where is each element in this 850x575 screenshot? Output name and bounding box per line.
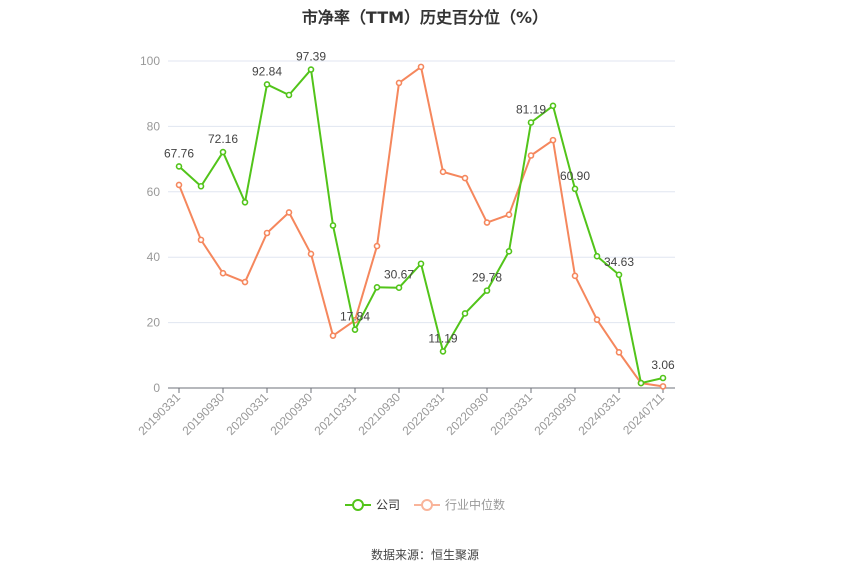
industry-point[interactable] bbox=[241, 278, 249, 286]
y-tick-label: 0 bbox=[153, 381, 160, 395]
x-tick-label: 20190331 bbox=[135, 390, 183, 438]
company-point[interactable] bbox=[285, 91, 293, 99]
industry-point[interactable] bbox=[505, 211, 513, 218]
industry-point[interactable] bbox=[219, 269, 227, 277]
industry-line bbox=[178, 65, 664, 388]
x-tick-label: 20240331 bbox=[575, 390, 623, 438]
data-label: 97.39 bbox=[296, 50, 326, 64]
y-tick-label: 100 bbox=[140, 54, 160, 68]
industry-point[interactable] bbox=[461, 174, 469, 182]
legend-industry-icon bbox=[414, 498, 440, 511]
y-tick-label: 80 bbox=[147, 119, 161, 133]
y-axis: 0 20 40 60 80 100 bbox=[140, 54, 160, 395]
company-point[interactable] bbox=[439, 348, 447, 355]
company-point[interactable] bbox=[329, 222, 337, 229]
data-label: 29.78 bbox=[472, 271, 502, 285]
company-point[interactable] bbox=[549, 102, 557, 110]
legend-item-company[interactable]: 公司 bbox=[344, 496, 400, 513]
data-label: 11.19 bbox=[428, 331, 457, 345]
industry-point[interactable] bbox=[285, 209, 293, 216]
x-tick-label: 20230930 bbox=[531, 390, 579, 438]
gridlines bbox=[168, 60, 675, 324]
company-point[interactable] bbox=[351, 326, 359, 333]
data-label: 92.84 bbox=[252, 64, 282, 78]
legend-item-industry[interactable]: 行业中位数 bbox=[414, 496, 505, 513]
legend: 公司 行业中位数 bbox=[0, 496, 850, 513]
y-tick-label: 60 bbox=[147, 185, 161, 199]
data-label: 17.84 bbox=[340, 310, 370, 324]
company-point[interactable] bbox=[417, 260, 425, 268]
data-source: 数据来源：恒生聚源 bbox=[370, 548, 479, 562]
company-point[interactable] bbox=[615, 271, 623, 279]
x-tick-label: 20240711 bbox=[620, 390, 667, 437]
x-tick-label: 20220930 bbox=[443, 390, 491, 438]
company-point[interactable] bbox=[263, 81, 271, 88]
y-tick-label: 40 bbox=[147, 250, 161, 264]
industry-point[interactable] bbox=[615, 349, 623, 356]
industry-point[interactable] bbox=[439, 168, 447, 176]
x-tick-label: 20210331 bbox=[311, 390, 359, 438]
company-point[interactable] bbox=[505, 248, 513, 255]
x-tick-label: 20230331 bbox=[487, 390, 535, 438]
industry-point[interactable] bbox=[549, 136, 557, 144]
industry-point[interactable] bbox=[417, 63, 425, 71]
company-point[interactable] bbox=[395, 284, 403, 292]
company-point[interactable] bbox=[527, 119, 535, 126]
x-tick-label: 20200930 bbox=[267, 390, 315, 438]
data-label: 72.16 bbox=[208, 132, 238, 146]
series-lines bbox=[175, 63, 667, 390]
industry-point[interactable] bbox=[659, 383, 667, 390]
industry-point[interactable] bbox=[593, 316, 601, 323]
x-axis: 2019033120190930202003312020093020210331… bbox=[135, 387, 675, 438]
y-tick-label: 20 bbox=[147, 316, 161, 330]
company-point[interactable] bbox=[571, 185, 579, 193]
company-line bbox=[178, 68, 664, 385]
data-label: 67.76 bbox=[164, 146, 194, 160]
chart-title: 市净率（TTM）历史百分位（%） bbox=[301, 8, 549, 27]
industry-point[interactable] bbox=[483, 219, 491, 226]
industry-point[interactable] bbox=[197, 236, 205, 244]
industry-point[interactable] bbox=[263, 229, 271, 237]
company-point[interactable] bbox=[483, 287, 491, 294]
company-point[interactable] bbox=[219, 148, 227, 156]
x-tick-label: 20210930 bbox=[355, 390, 403, 438]
data-label: 81.19 bbox=[516, 103, 546, 117]
data-label: 60.90 bbox=[560, 169, 590, 183]
industry-point[interactable] bbox=[329, 332, 337, 339]
data-label: 30.67 bbox=[384, 268, 414, 282]
company-point[interactable] bbox=[373, 283, 381, 291]
company-point[interactable] bbox=[197, 182, 205, 190]
industry-point[interactable] bbox=[175, 181, 183, 189]
company-point[interactable] bbox=[241, 198, 249, 206]
legend-company-icon bbox=[344, 498, 371, 511]
company-point[interactable] bbox=[175, 163, 183, 170]
industry-point[interactable] bbox=[395, 79, 403, 87]
data-label: 3.06 bbox=[651, 358, 675, 372]
legend-label-industry: 行业中位数 bbox=[445, 498, 506, 512]
industry-point[interactable] bbox=[527, 152, 535, 159]
company-point[interactable] bbox=[637, 379, 645, 387]
data-label: 34.63 bbox=[604, 255, 634, 269]
company-point[interactable] bbox=[659, 374, 667, 382]
company-point[interactable] bbox=[461, 310, 469, 317]
x-tick-label: 20190930 bbox=[179, 390, 227, 438]
data-labels: 67.76 72.16 92.84 97.39 17.84 30.67 11.19 29.78… bbox=[164, 50, 675, 372]
legend-label-company: 公司 bbox=[375, 498, 400, 512]
company-point[interactable] bbox=[593, 252, 601, 260]
x-tick-label: 20220331 bbox=[399, 390, 447, 438]
x-tick-label: 20200331 bbox=[223, 390, 271, 438]
company-point[interactable] bbox=[307, 66, 315, 73]
industry-point[interactable] bbox=[571, 272, 579, 280]
industry-point[interactable] bbox=[307, 250, 315, 258]
industry-point[interactable] bbox=[373, 242, 381, 250]
